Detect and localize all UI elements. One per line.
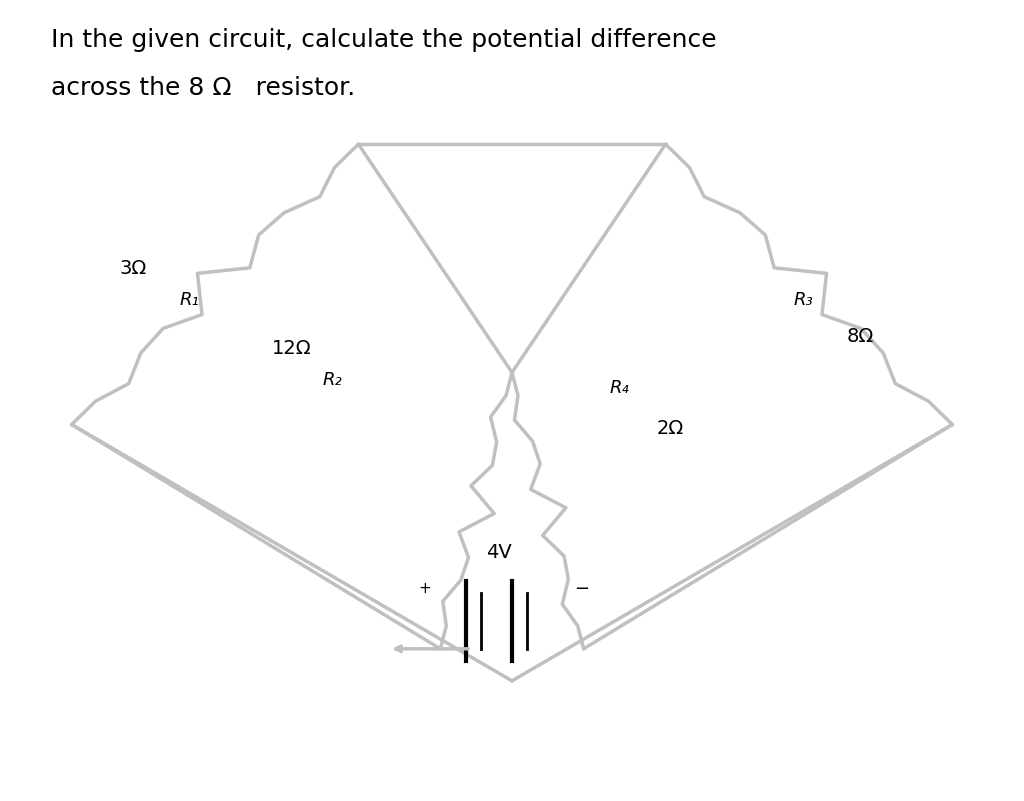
- Text: +: +: [419, 582, 431, 596]
- Text: In the given circuit, calculate the potential difference: In the given circuit, calculate the pote…: [51, 28, 717, 52]
- Text: R₄: R₄: [609, 380, 630, 397]
- Text: R₂: R₂: [323, 372, 343, 389]
- Text: 4V: 4V: [485, 543, 512, 562]
- Text: 8Ω: 8Ω: [847, 327, 873, 346]
- Text: 2Ω: 2Ω: [657, 419, 684, 438]
- Text: R₁: R₁: [179, 292, 200, 309]
- Text: −: −: [574, 580, 589, 598]
- Text: 3Ω: 3Ω: [120, 259, 146, 278]
- Text: R₃: R₃: [794, 292, 814, 309]
- Text: 12Ω: 12Ω: [272, 339, 311, 358]
- Text: across the 8 Ω   resistor.: across the 8 Ω resistor.: [51, 76, 355, 100]
